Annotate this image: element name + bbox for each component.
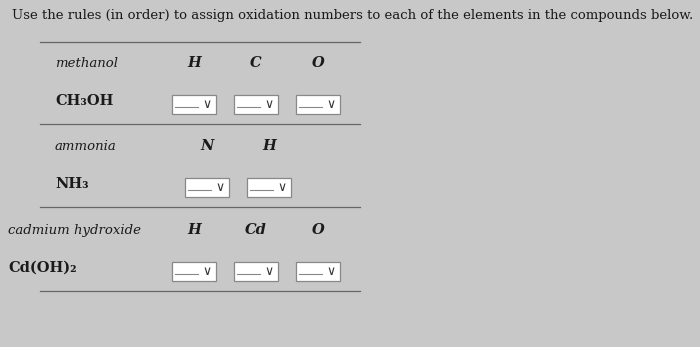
Text: ∨: ∨: [216, 181, 225, 194]
FancyBboxPatch shape: [247, 178, 291, 197]
Text: O: O: [312, 223, 324, 237]
Text: CH₃OH: CH₃OH: [55, 94, 113, 108]
FancyBboxPatch shape: [296, 262, 340, 281]
Text: cadmium hydroxide: cadmium hydroxide: [8, 224, 141, 237]
FancyBboxPatch shape: [172, 262, 216, 281]
FancyBboxPatch shape: [185, 178, 229, 197]
FancyBboxPatch shape: [234, 262, 278, 281]
Text: ammonia: ammonia: [55, 140, 117, 153]
Text: NH₃: NH₃: [55, 177, 89, 191]
Text: C: C: [250, 56, 262, 70]
FancyBboxPatch shape: [234, 95, 278, 114]
Text: ∨: ∨: [265, 265, 274, 278]
Text: methanol: methanol: [55, 57, 118, 70]
Text: O: O: [312, 56, 324, 70]
Text: ∨: ∨: [278, 181, 287, 194]
FancyBboxPatch shape: [172, 95, 216, 114]
Text: H: H: [187, 56, 201, 70]
Text: ∨: ∨: [327, 265, 336, 278]
Text: N: N: [200, 139, 214, 153]
Text: Cd: Cd: [245, 223, 267, 237]
Text: ∨: ∨: [202, 265, 212, 278]
Text: H: H: [187, 223, 201, 237]
Text: Use the rules (in order) to assign oxidation numbers to each of the elements in : Use the rules (in order) to assign oxida…: [12, 9, 693, 22]
Text: ∨: ∨: [265, 98, 274, 111]
Text: H: H: [262, 139, 276, 153]
FancyBboxPatch shape: [296, 95, 340, 114]
Text: ∨: ∨: [327, 98, 336, 111]
Text: Cd(OH)₂: Cd(OH)₂: [8, 261, 76, 275]
Text: ∨: ∨: [202, 98, 212, 111]
